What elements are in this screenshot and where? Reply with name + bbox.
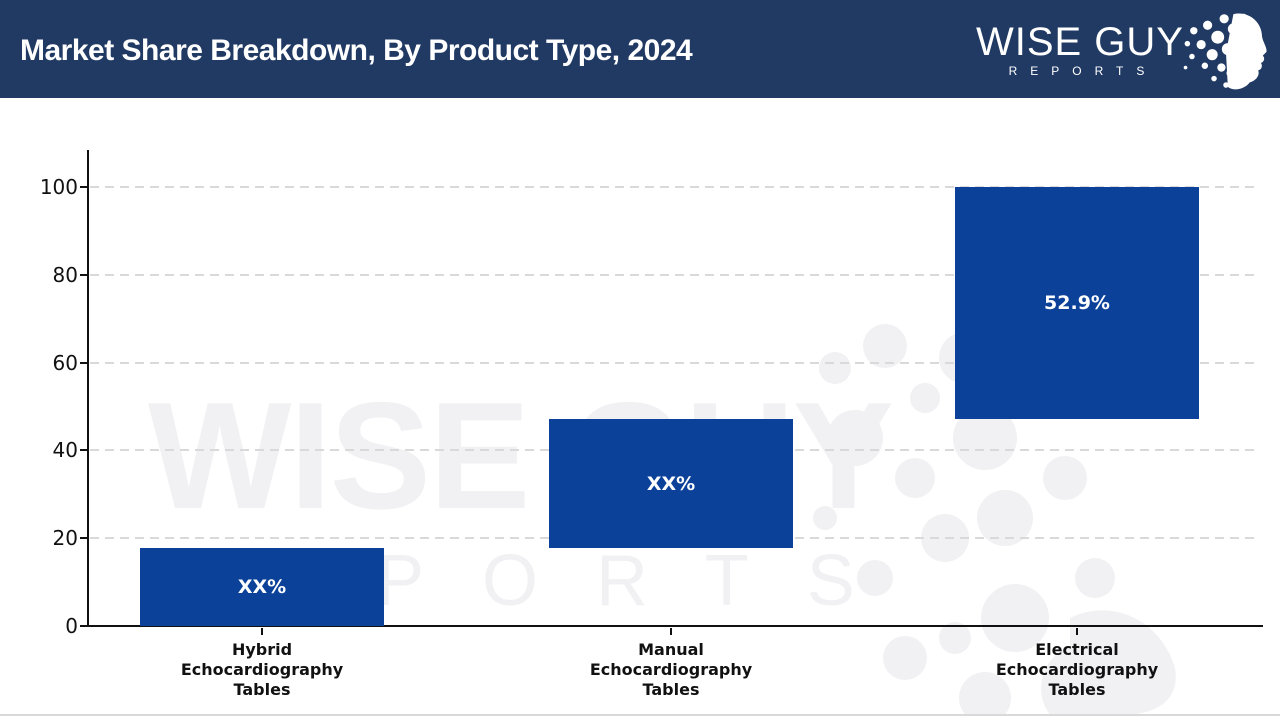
wiseguy-logo: WISE GUY REPORTS <box>976 4 1272 96</box>
x-axis-spine <box>87 625 1263 627</box>
gridline-y80 <box>90 273 1255 276</box>
bar-segment: XX% <box>140 547 384 626</box>
x-tick-mark <box>670 628 672 635</box>
y-tick-label: 100 <box>39 175 78 199</box>
y-tick-mark <box>80 186 87 188</box>
y-tick-mark <box>80 449 87 452</box>
y-tick-label: 20 <box>52 526 78 551</box>
gridline-y60 <box>90 361 1255 364</box>
page-title: Market Share Breakdown, By Product Type,… <box>20 34 693 67</box>
y-tick-mark <box>80 361 87 364</box>
x-category-label: Hybrid Echocardiography Tables <box>180 640 344 699</box>
x-category-label: Electrical Echocardiography Tables <box>995 640 1159 699</box>
wiseguy-face-icon <box>1183 13 1267 90</box>
bar-value-label: XX% <box>237 575 287 598</box>
y-tick-label: 80 <box>52 262 78 287</box>
x-tick-mark <box>261 628 263 635</box>
gridline-y100 <box>90 186 1255 188</box>
header-band: Market Share Breakdown, By Product Type,… <box>0 0 1280 98</box>
x-category-label: Manual Echocardiography Tables <box>589 640 753 699</box>
y-tick-mark <box>80 625 87 627</box>
footer-divider <box>0 714 1280 716</box>
y-axis-spine <box>87 150 89 627</box>
y-tick-label: 40 <box>52 438 78 463</box>
y-tick-label: 60 <box>52 350 78 375</box>
logo-wordmark: WISE GUY <box>975 20 1184 64</box>
y-tick-mark <box>80 273 87 276</box>
y-tick-mark <box>80 537 87 540</box>
bar-segment: 52.9% <box>955 187 1199 420</box>
x-tick-mark <box>1076 628 1078 635</box>
logo-subtitle: REPORTS <box>1008 64 1158 78</box>
bar-segment: XX% <box>549 419 793 548</box>
y-tick-label: 0 <box>65 614 78 638</box>
bar-value-label: 52.9% <box>1044 292 1110 315</box>
bar-value-label: XX% <box>646 472 696 495</box>
logo-text: WISE GUY REPORTS <box>976 22 1184 78</box>
